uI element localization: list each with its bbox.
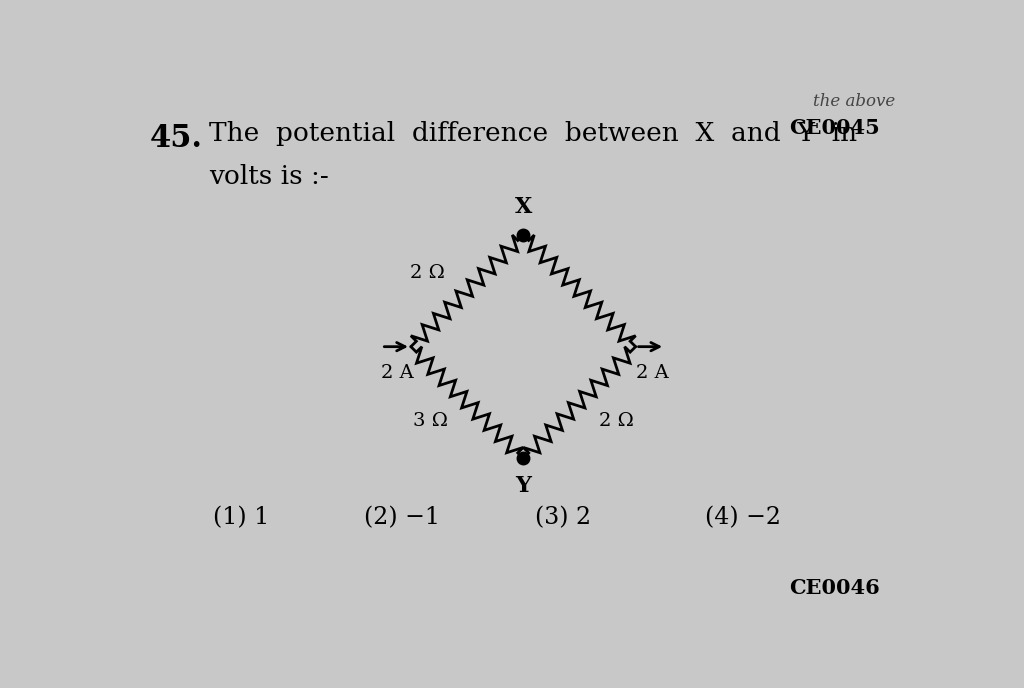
Text: (2) −1: (2) −1 (365, 506, 440, 529)
Text: Y: Y (515, 475, 531, 497)
Text: The  potential  difference  between  X  and  Y  in: The potential difference between X and Y… (209, 121, 857, 146)
Text: (4) −2: (4) −2 (706, 506, 781, 529)
Text: 2 A: 2 A (636, 364, 669, 382)
Text: X: X (515, 196, 531, 218)
Text: volts is :-: volts is :- (209, 164, 329, 189)
Text: (1) 1: (1) 1 (213, 506, 269, 529)
Text: 2 Ω: 2 Ω (411, 264, 445, 281)
Text: CE0045: CE0045 (790, 118, 880, 138)
Text: (3) 2: (3) 2 (535, 506, 591, 529)
Text: the above: the above (813, 93, 895, 109)
Text: 3 Ω: 3 Ω (413, 411, 447, 430)
Text: CE0046: CE0046 (790, 579, 880, 599)
Text: 2 A: 2 A (381, 364, 414, 382)
Text: 2 Ω: 2 Ω (599, 411, 634, 430)
Text: 45.: 45. (150, 123, 203, 154)
